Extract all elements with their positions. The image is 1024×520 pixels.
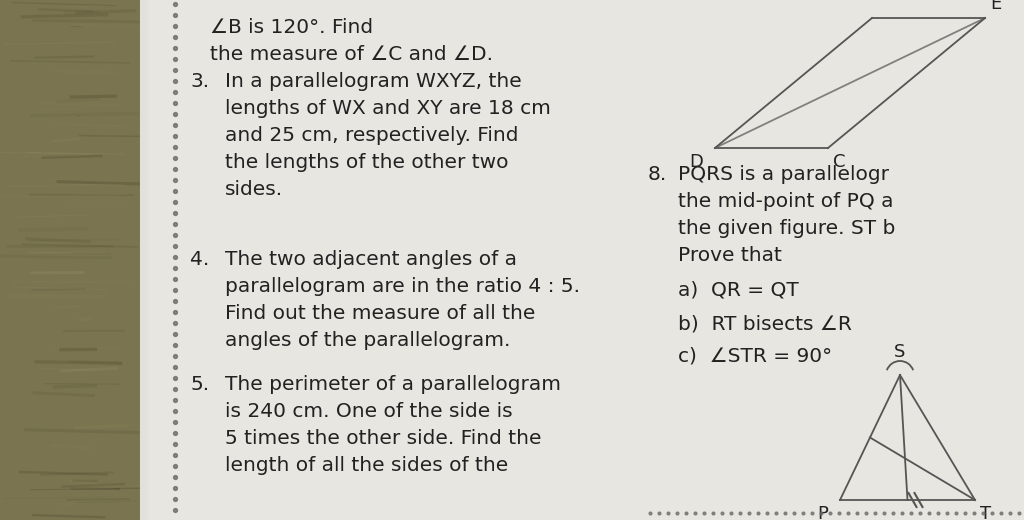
Text: 3.: 3. [190,72,209,91]
Text: 4.: 4. [190,250,209,269]
Text: is 240 cm. One of the side is: is 240 cm. One of the side is [225,402,513,421]
Text: D: D [689,153,703,171]
Text: length of all the sides of the: length of all the sides of the [225,456,508,475]
Text: ∠B is 120°. Find: ∠B is 120°. Find [210,18,373,37]
Text: S: S [894,343,905,361]
Text: c)  ∠STR = 90°: c) ∠STR = 90° [678,347,833,366]
Text: a)  QR = QT: a) QR = QT [678,281,799,300]
Text: the given figure. ST b: the given figure. ST b [678,219,895,238]
Bar [140,0,1024,520]
Text: Prove that: Prove that [678,246,782,265]
Text: E: E [990,0,1001,13]
Text: P: P [817,505,828,520]
Text: The two adjacent angles of a: The two adjacent angles of a [225,250,517,269]
Text: and 25 cm, respectively. Find: and 25 cm, respectively. Find [225,126,518,145]
Text: sides.: sides. [225,180,283,199]
Text: 8.: 8. [648,165,668,184]
Text: the measure of ∠C and ∠D.: the measure of ∠C and ∠D. [210,45,493,64]
Text: lengths of WX and XY are 18 cm: lengths of WX and XY are 18 cm [225,99,551,118]
Text: parallelogram are in the ratio 4 : 5.: parallelogram are in the ratio 4 : 5. [225,277,580,296]
Text: 5 times the other side. Find the: 5 times the other side. Find the [225,429,542,448]
Bar [0,0,145,520]
Text: PQRS is a parallelogr: PQRS is a parallelogr [678,165,889,184]
Text: the mid-point of PQ a: the mid-point of PQ a [678,192,894,211]
Text: 5.: 5. [190,375,209,394]
Text: T: T [980,505,991,520]
Text: In a parallelogram WXYZ, the: In a parallelogram WXYZ, the [225,72,522,91]
Text: b)  RT bisects ∠R: b) RT bisects ∠R [678,314,852,333]
Text: angles of the parallelogram.: angles of the parallelogram. [225,331,510,350]
Text: the lengths of the other two: the lengths of the other two [225,153,509,172]
Text: C: C [833,153,846,171]
Text: Find out the measure of all the: Find out the measure of all the [225,304,536,323]
Text: The perimeter of a parallelogram: The perimeter of a parallelogram [225,375,561,394]
